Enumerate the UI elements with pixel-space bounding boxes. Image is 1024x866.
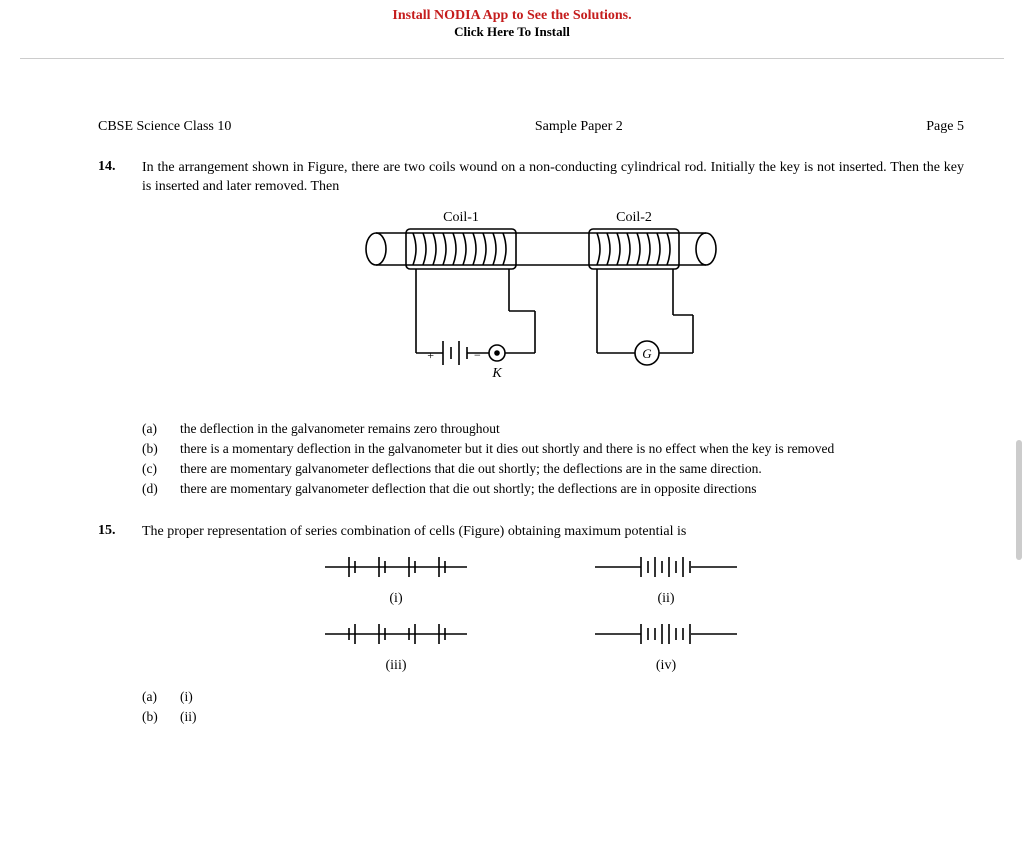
fig-caption-iii: (iii) bbox=[321, 658, 471, 674]
q15: 15. The proper representation of series … bbox=[98, 523, 964, 542]
coil2-label: Coil-2 bbox=[616, 210, 652, 225]
q14-opt-d: (d) there are momentary galvanometer def… bbox=[142, 480, 964, 498]
q15-opt-a: (a) (i) bbox=[142, 688, 964, 706]
q15-options: (a) (i) (b) (ii) bbox=[142, 688, 964, 726]
opt-label: (b) bbox=[142, 440, 166, 458]
opt-text: (i) bbox=[180, 688, 964, 706]
install-banner[interactable]: Install NODIA App to See the Solutions. … bbox=[20, 0, 1004, 59]
q14-diagram: Coil-1 Coil-2 + − K G bbox=[98, 203, 964, 408]
opt-label: (d) bbox=[142, 480, 166, 498]
fig-caption-ii: (ii) bbox=[591, 591, 741, 607]
battery-minus-label: − bbox=[474, 348, 481, 362]
meta-left: CBSE Science Class 10 bbox=[98, 119, 231, 135]
q15-fig-i: (i) bbox=[321, 550, 471, 607]
opt-text: there is a momentary deflection in the g… bbox=[180, 440, 964, 458]
opt-text: there are momentary galvanometer deflect… bbox=[180, 480, 964, 498]
q15-opt-b: (b) (ii) bbox=[142, 708, 964, 726]
q14-text: In the arrangement shown in Figure, ther… bbox=[142, 159, 964, 197]
battery-plus-label: + bbox=[427, 348, 434, 362]
coil1-label: Coil-1 bbox=[443, 210, 479, 225]
opt-text: the deflection in the galvanometer remai… bbox=[180, 420, 964, 438]
q14: 14. In the arrangement shown in Figure, … bbox=[98, 159, 964, 197]
banner-line2: Click Here To Install bbox=[20, 24, 1004, 40]
q14-num: 14. bbox=[98, 159, 124, 197]
scrollbar-thumb[interactable] bbox=[1016, 440, 1022, 560]
q15-num: 15. bbox=[98, 523, 124, 542]
q15-fig-ii: (ii) bbox=[591, 550, 741, 607]
fig-caption-i: (i) bbox=[321, 591, 471, 607]
opt-label: (c) bbox=[142, 460, 166, 478]
page-meta-row: CBSE Science Class 10 Sample Paper 2 Pag… bbox=[98, 119, 964, 135]
key-label: K bbox=[491, 366, 502, 381]
meta-right: Page 5 bbox=[926, 119, 964, 135]
banner-line1: Install NODIA App to See the Solutions. bbox=[20, 8, 1004, 24]
q15-figs-row1: (i) (ii) bbox=[98, 550, 964, 607]
opt-label: (b) bbox=[142, 708, 166, 726]
opt-label: (a) bbox=[142, 420, 166, 438]
opt-text: (ii) bbox=[180, 708, 964, 726]
q15-fig-iv: (iv) bbox=[591, 617, 741, 674]
q14-options: (a) the deflection in the galvanometer r… bbox=[142, 420, 964, 499]
q15-figs-row2: (iii) (iv) bbox=[98, 617, 964, 674]
q15-text: The proper representation of series comb… bbox=[142, 523, 964, 542]
q14-opt-a: (a) the deflection in the galvanometer r… bbox=[142, 420, 964, 438]
meta-center: Sample Paper 2 bbox=[535, 119, 623, 135]
q14-opt-b: (b) there is a momentary deflection in t… bbox=[142, 440, 964, 458]
fig-caption-iv: (iv) bbox=[591, 658, 741, 674]
opt-label: (a) bbox=[142, 688, 166, 706]
q14-opt-c: (c) there are momentary galvanometer def… bbox=[142, 460, 964, 478]
galvanometer-label: G bbox=[642, 346, 652, 361]
q15-fig-iii: (iii) bbox=[321, 617, 471, 674]
opt-text: there are momentary galvanometer deflect… bbox=[180, 460, 964, 478]
page-body: CBSE Science Class 10 Sample Paper 2 Pag… bbox=[0, 119, 1024, 726]
